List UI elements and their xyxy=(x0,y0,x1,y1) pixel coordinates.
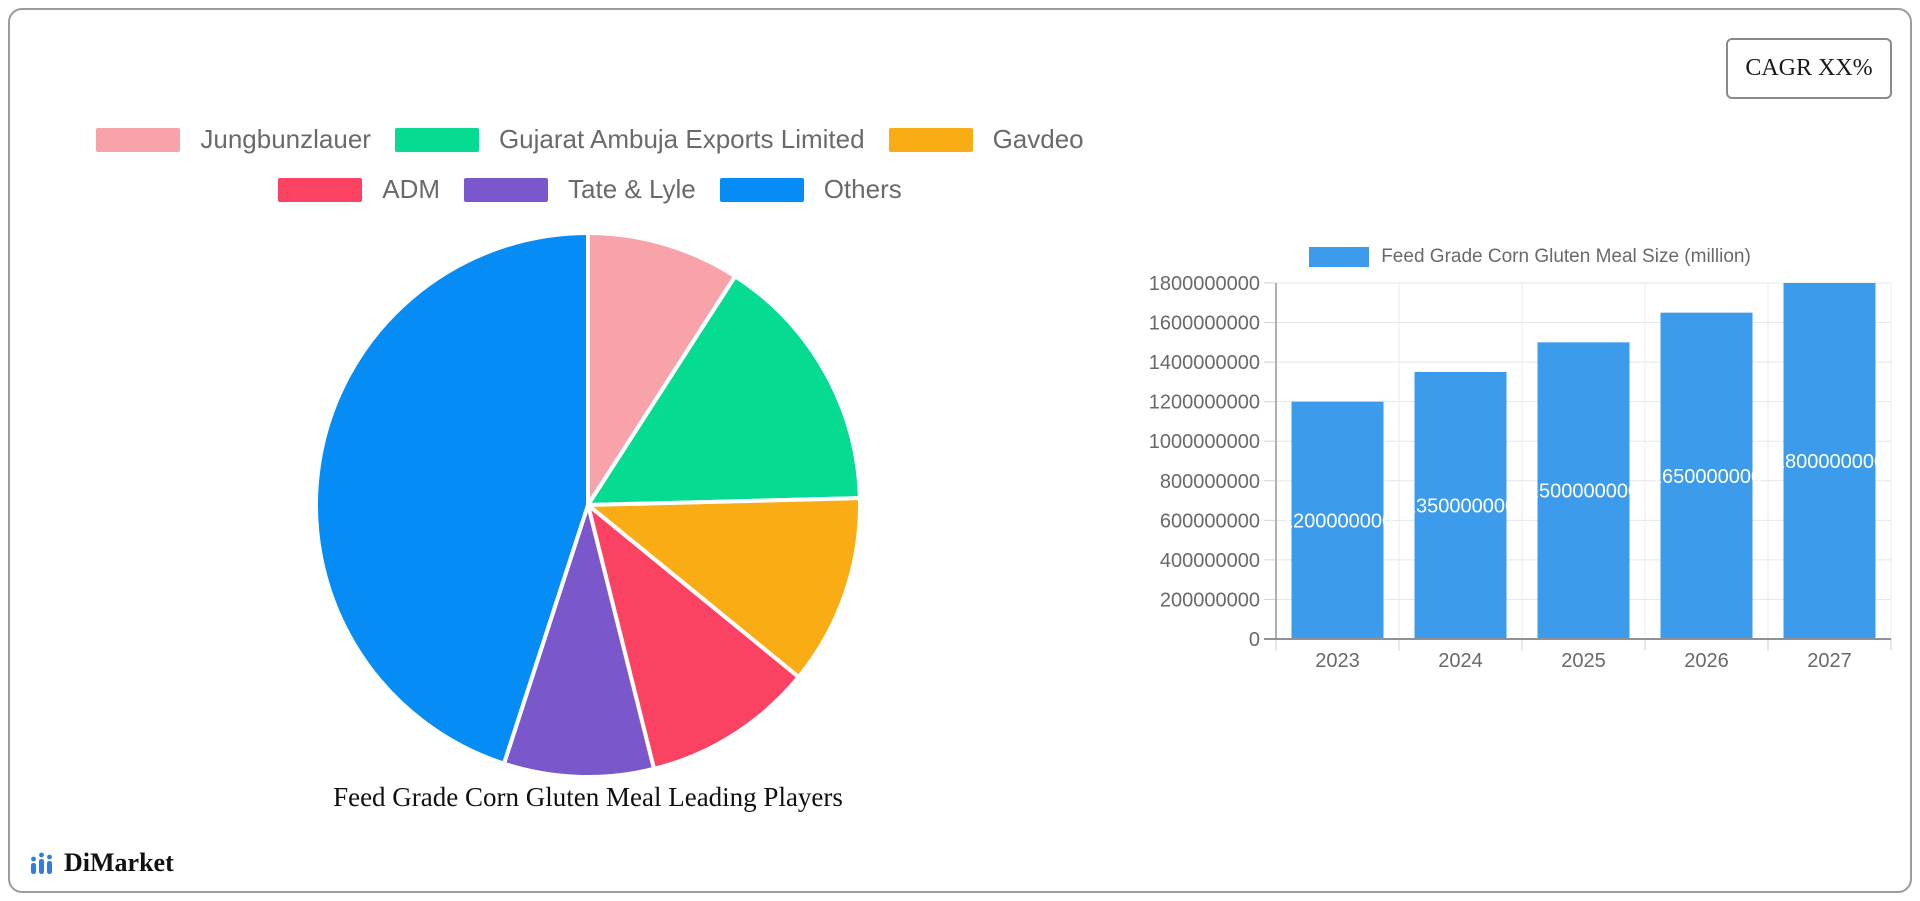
y-axis-label: 1000000000 xyxy=(1150,431,1260,453)
y-axis-label: 600000000 xyxy=(1160,510,1260,532)
y-axis-label: 400000000 xyxy=(1160,550,1260,572)
pie-slice-others xyxy=(313,231,590,766)
legend-item-others: Others xyxy=(719,174,902,205)
legend-label: Tate & Lyle xyxy=(568,174,696,204)
bar-2026 xyxy=(1660,312,1753,639)
bar-2025 xyxy=(1537,342,1630,639)
bar-2027 xyxy=(1783,283,1876,639)
bar-legend-label: Feed Grade Corn Gluten Meal Size (millio… xyxy=(1381,246,1751,267)
legend-swatch-tate-lyle xyxy=(464,177,549,202)
y-axis-label: 1800000000 xyxy=(1150,273,1260,295)
bar-value-label: 1800000000 xyxy=(1774,451,1885,473)
x-axis-label: 2024 xyxy=(1438,650,1483,672)
bar-value-label: 1200000000 xyxy=(1282,510,1393,532)
legend-item-jungbunzlauer: Jungbunzlauer xyxy=(96,124,371,155)
legend-swatch-gujarat-ambuja-exports-limited xyxy=(394,127,479,152)
pie-slice-gavdeo xyxy=(586,496,862,680)
y-axis-label: 0 xyxy=(1249,629,1260,651)
y-axis-label: 1200000000 xyxy=(1150,392,1260,414)
y-axis-label: 1400000000 xyxy=(1150,352,1260,374)
y-axis-label: 1600000000 xyxy=(1150,313,1260,335)
y-axis-label: 800000000 xyxy=(1160,471,1260,493)
pie-legend-row: Jungbunzlauer Gujarat Ambuja Exports Limi… xyxy=(96,124,1084,155)
legend-swatch-others xyxy=(719,177,804,202)
legend-label: ADM xyxy=(382,174,441,204)
y-axis-label: 200000000 xyxy=(1160,589,1260,611)
legend-label: Gavdeo xyxy=(992,124,1084,154)
pie-slice-adm xyxy=(586,503,801,771)
cagr-badge: CAGR XX% xyxy=(1726,38,1892,99)
bar-chart: 0 200000000 400000000 600000000 800000000 100… xyxy=(1150,230,1910,690)
bar-value-label: 1350000000 xyxy=(1405,496,1516,518)
bar-chart-plot: 0 200000000 400000000 600000000 800000000 100… xyxy=(1150,273,1892,672)
pie-legend-row: ADM Tate & Lyle Others xyxy=(278,174,902,205)
x-axis-label: 2023 xyxy=(1315,650,1360,672)
legend-item-tate-lyle: Tate & Lyle xyxy=(464,174,696,205)
legend-swatch-jungbunzlauer xyxy=(96,127,181,152)
bar-value-label: 1650000000 xyxy=(1651,466,1762,488)
bar-legend: Feed Grade Corn Gluten Meal Size (millio… xyxy=(1150,246,1910,268)
cagr-label: CAGR XX% xyxy=(1745,55,1873,81)
legend-item-adm: ADM xyxy=(278,174,440,205)
legend-label: Others xyxy=(823,174,902,204)
legend-swatch-adm xyxy=(278,177,363,202)
legend-item-gujarat-ambuja-exports-limited: Gujarat Ambuja Exports Limited xyxy=(394,124,865,155)
pie-slice-gujarat-ambuja-exports-limited xyxy=(586,274,862,507)
logo-text: DiMarket xyxy=(64,848,174,877)
pie-title: Feed Grade Corn Gluten Meal Leading Play… xyxy=(333,782,843,812)
bar-legend-swatch xyxy=(1309,247,1370,267)
bar-2024 xyxy=(1414,372,1507,639)
bar-value-label: 1500000000 xyxy=(1528,481,1639,503)
legend-swatch-gavdeo xyxy=(888,127,973,152)
pie-chart xyxy=(313,231,862,779)
legend-label: Gujarat Ambuja Exports Limited xyxy=(498,124,865,154)
x-axis-label: 2026 xyxy=(1684,650,1729,672)
pie-legend: Jungbunzlauer Gujarat Ambuja Exports Limi… xyxy=(60,124,1120,205)
x-axis-label: 2027 xyxy=(1807,650,1852,672)
bar-chart-logo-icon xyxy=(31,852,52,874)
bar-2023 xyxy=(1291,401,1384,639)
pie-slice-tate-lyle xyxy=(501,503,656,779)
x-axis-label: 2025 xyxy=(1561,650,1606,672)
logo: DiMarket xyxy=(28,848,174,878)
legend-label: Jungbunzlauer xyxy=(200,124,371,154)
pie-slice-jungbunzlauer xyxy=(586,231,738,507)
legend-item-gavdeo: Gavdeo xyxy=(888,124,1084,155)
